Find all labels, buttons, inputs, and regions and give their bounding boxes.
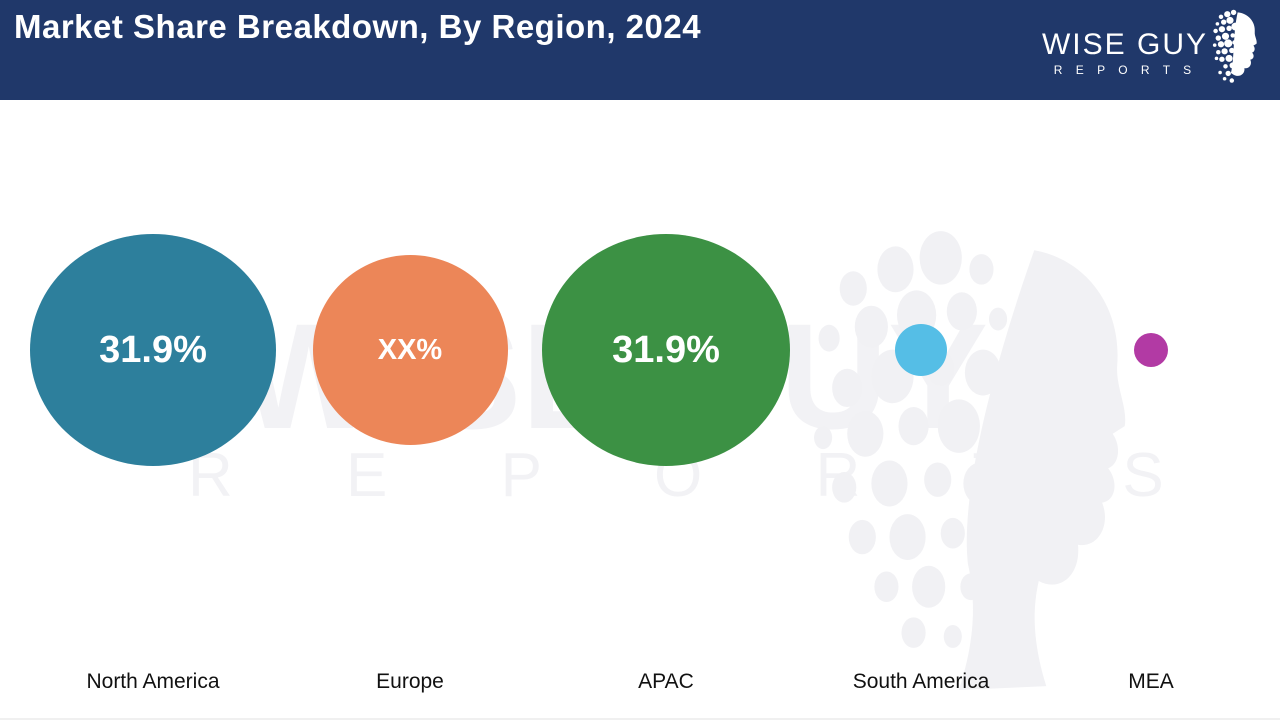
logo-title: WISE GUY xyxy=(1041,27,1208,61)
watermark-head-icon xyxy=(814,231,1126,690)
bubble-north-america: 31.9% xyxy=(30,234,276,466)
region-label-europe: Europe xyxy=(376,670,444,693)
logo-text: WISE GUY R E P O R T S xyxy=(1041,27,1208,77)
header-bar: Market Share Breakdown, By Region, 2024 … xyxy=(0,0,1280,100)
bubble-south-america xyxy=(895,324,947,376)
bubble-value-apac: 31.9% xyxy=(612,328,720,371)
region-label-mea: MEA xyxy=(1128,670,1174,693)
wise-guy-head-icon xyxy=(1212,9,1257,83)
chart-area: WISE GUY R E P O R T S 31.9% North Am xyxy=(0,100,1280,720)
wise-guy-logo: WISE GUY R E P O R T S xyxy=(1042,4,1266,96)
bubble-europe: XX% xyxy=(312,255,508,445)
region-label-apac: APAC xyxy=(638,670,694,693)
logo-subtitle: R E P O R T S xyxy=(1053,62,1197,77)
bubble-mea xyxy=(1134,333,1168,367)
page-title: Market Share Breakdown, By Region, 2024 xyxy=(14,8,702,45)
bubble-apac: 31.9% xyxy=(542,234,790,466)
region-label-north-america: North America xyxy=(86,670,220,693)
bubble-value-europe: XX% xyxy=(377,333,443,366)
region-label-south-america: South America xyxy=(852,670,990,693)
bubble-value-north-america: 31.9% xyxy=(99,328,207,371)
